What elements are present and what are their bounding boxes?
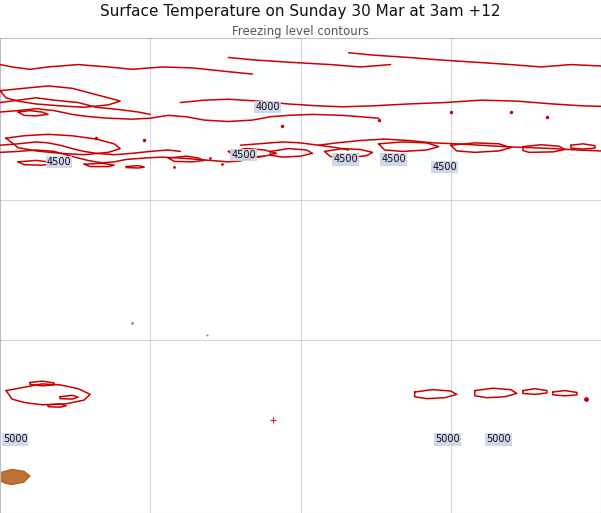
Text: 4000: 4000 [255, 102, 279, 112]
Text: 4500: 4500 [433, 162, 457, 171]
Text: 4500: 4500 [382, 154, 406, 165]
Text: 5000: 5000 [487, 435, 511, 444]
Text: 5000: 5000 [436, 435, 460, 444]
Text: Surface Temperature on Sunday 30 Mar at 3am +12: Surface Temperature on Sunday 30 Mar at … [100, 4, 501, 19]
Text: 4500: 4500 [47, 157, 71, 167]
Polygon shape [0, 469, 30, 484]
Text: 5000: 5000 [3, 435, 27, 444]
Text: 4500: 4500 [231, 150, 255, 160]
Text: 4500: 4500 [334, 154, 358, 165]
Text: Freezing level contours: Freezing level contours [232, 25, 369, 38]
